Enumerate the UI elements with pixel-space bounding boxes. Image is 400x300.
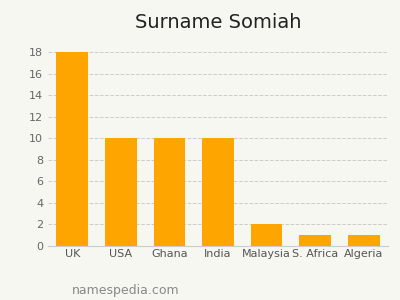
Bar — [299, 235, 331, 246]
Bar — [202, 138, 234, 246]
Bar — [154, 138, 185, 246]
Bar — [348, 235, 380, 246]
Title: Surname Somiah: Surname Somiah — [135, 13, 301, 32]
Bar — [251, 224, 282, 246]
Bar — [105, 138, 137, 246]
Text: namespedia.com: namespedia.com — [72, 284, 180, 297]
Bar — [56, 52, 88, 246]
